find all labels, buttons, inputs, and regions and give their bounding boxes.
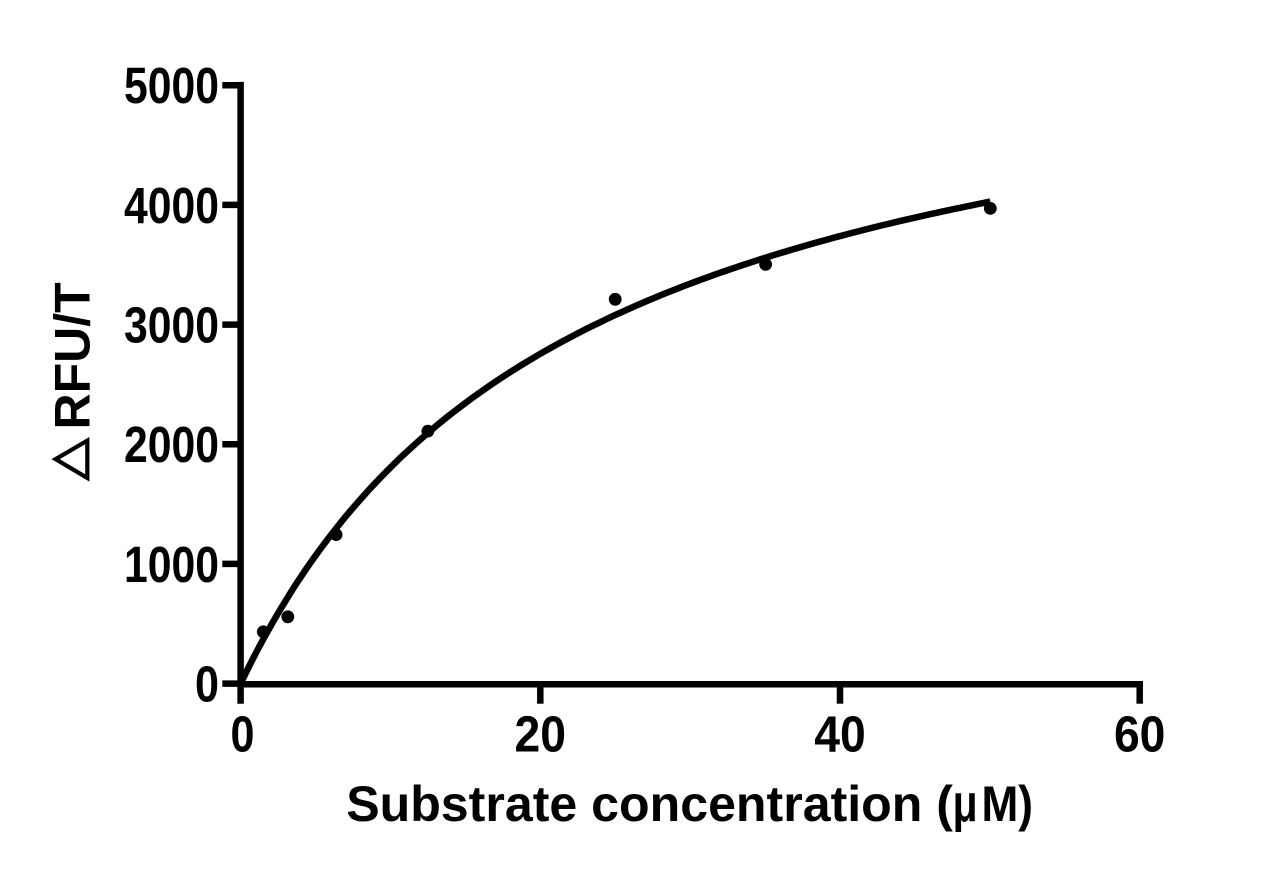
svg-text:0: 0 bbox=[231, 705, 255, 762]
svg-text:1000: 1000 bbox=[124, 536, 219, 593]
svg-text:20: 20 bbox=[515, 705, 567, 762]
svg-text:4000: 4000 bbox=[124, 177, 219, 234]
svg-text:Substrate concentration (: Substrate concentration ( bbox=[346, 776, 953, 832]
svg-text:60: 60 bbox=[1114, 705, 1166, 762]
svg-text:3000: 3000 bbox=[124, 297, 219, 354]
svg-text:μ: μ bbox=[953, 774, 978, 833]
svg-text:0: 0 bbox=[195, 656, 219, 713]
svg-text:M): M) bbox=[982, 776, 1034, 832]
svg-text:5000: 5000 bbox=[124, 57, 219, 114]
svg-text:RFU/T: RFU/T bbox=[45, 282, 101, 429]
svg-text:2000: 2000 bbox=[124, 416, 219, 473]
svg-text:40: 40 bbox=[814, 705, 866, 762]
